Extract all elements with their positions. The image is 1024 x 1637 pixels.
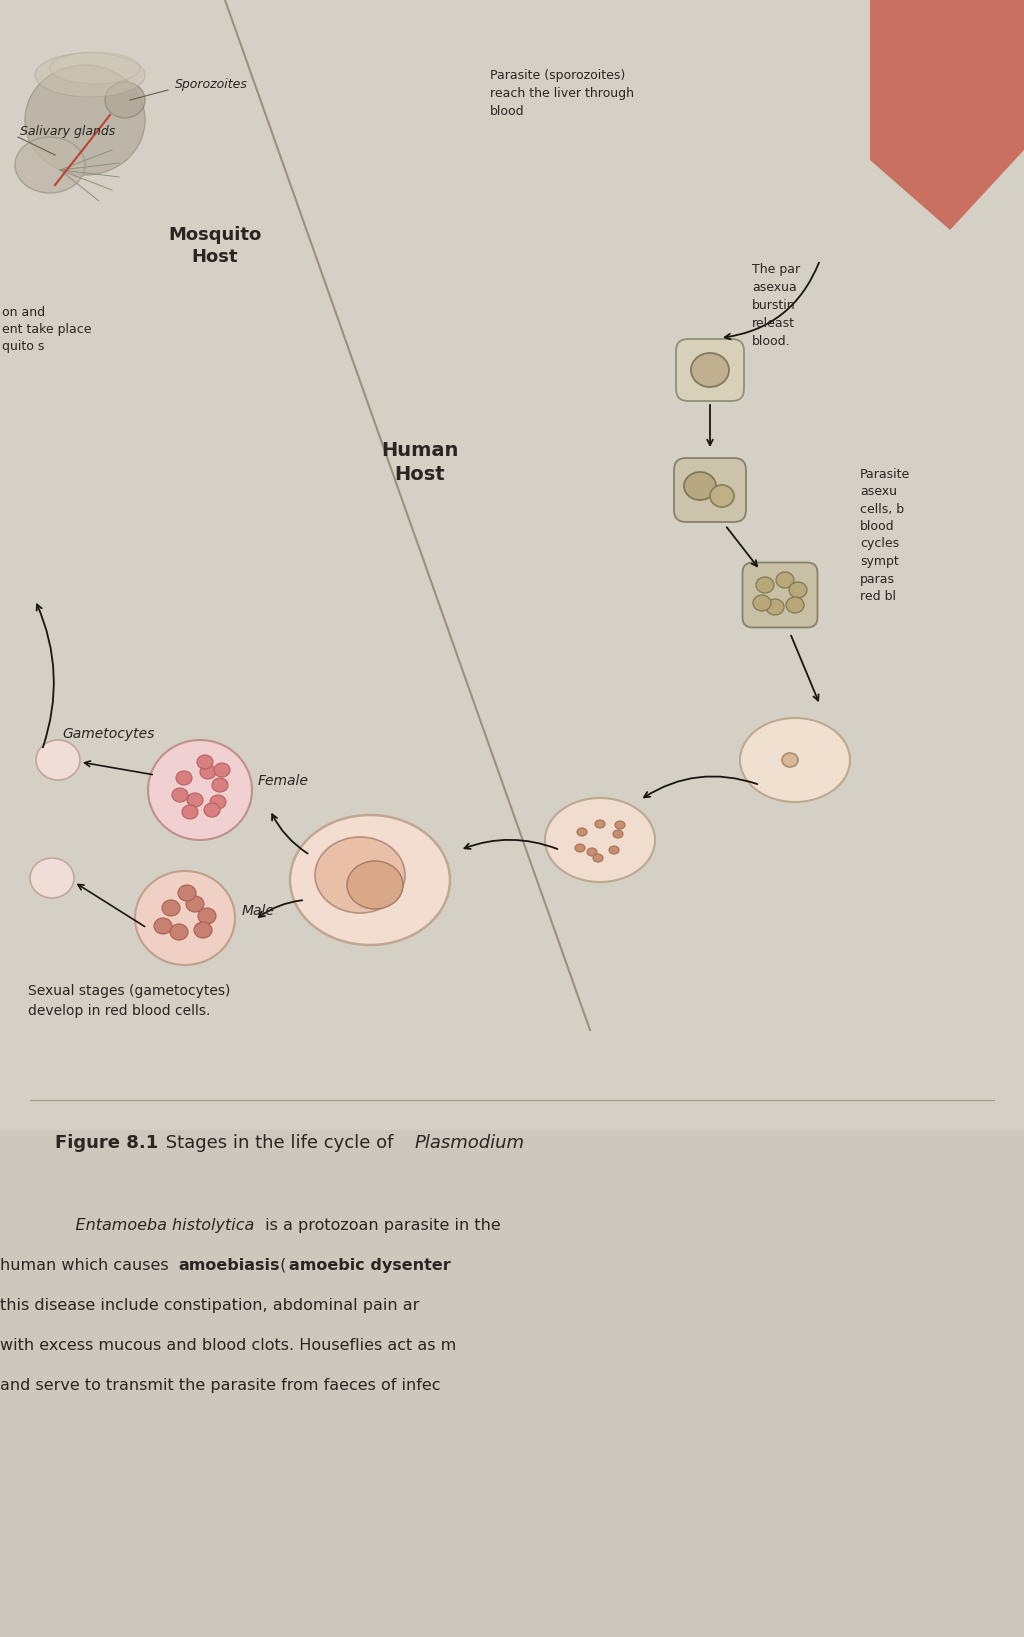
Ellipse shape: [347, 861, 403, 909]
Text: and serve to transmit the parasite from faeces of infec: and serve to transmit the parasite from …: [0, 1378, 440, 1393]
Text: on and
ent take place
quito s: on and ent take place quito s: [2, 306, 91, 354]
Ellipse shape: [187, 792, 203, 807]
Ellipse shape: [684, 471, 716, 499]
Bar: [0, 1130, 1024, 1637]
Text: Parasite (sporozoites)
reach the liver through
blood: Parasite (sporozoites) reach the liver t…: [490, 69, 634, 118]
Text: amoebiasis: amoebiasis: [178, 1257, 280, 1274]
Ellipse shape: [204, 804, 220, 817]
Text: The par
asexua
burstin
releast
blood.: The par asexua burstin releast blood.: [752, 264, 800, 349]
Text: Human
Host: Human Host: [381, 442, 459, 485]
Ellipse shape: [756, 576, 774, 593]
Ellipse shape: [545, 797, 655, 882]
Ellipse shape: [587, 848, 597, 856]
Ellipse shape: [170, 923, 188, 940]
Text: Female: Female: [258, 774, 309, 787]
Ellipse shape: [595, 820, 605, 828]
Ellipse shape: [15, 138, 85, 193]
FancyBboxPatch shape: [742, 563, 817, 627]
Ellipse shape: [782, 753, 798, 768]
Ellipse shape: [194, 922, 212, 938]
Ellipse shape: [182, 805, 198, 818]
Ellipse shape: [35, 52, 145, 97]
Ellipse shape: [790, 583, 807, 598]
FancyBboxPatch shape: [674, 458, 746, 522]
Ellipse shape: [210, 796, 226, 809]
Ellipse shape: [105, 82, 145, 118]
Ellipse shape: [315, 837, 406, 913]
Ellipse shape: [36, 740, 80, 779]
Ellipse shape: [200, 764, 216, 779]
Polygon shape: [870, 0, 1024, 231]
Ellipse shape: [691, 354, 729, 386]
Ellipse shape: [178, 886, 196, 900]
Text: this disease include constipation, abdominal pain ar: this disease include constipation, abdom…: [0, 1298, 420, 1313]
Text: Parasite
asexu
cells, b
blood
cycles
sympt
paras
red bl: Parasite asexu cells, b blood cycles sym…: [860, 468, 910, 602]
Ellipse shape: [30, 858, 74, 899]
Text: with excess mucous and blood clots. Houseflies act as m: with excess mucous and blood clots. Hous…: [0, 1337, 457, 1354]
Text: Gametocytes: Gametocytes: [62, 727, 155, 742]
Ellipse shape: [593, 855, 603, 863]
Ellipse shape: [753, 594, 771, 611]
FancyBboxPatch shape: [676, 339, 744, 401]
Ellipse shape: [186, 895, 204, 912]
Ellipse shape: [577, 828, 587, 837]
Ellipse shape: [172, 787, 188, 802]
Text: Salivary glands: Salivary glands: [20, 124, 116, 138]
Ellipse shape: [212, 778, 228, 792]
Ellipse shape: [154, 918, 172, 935]
Text: Plasmodium: Plasmodium: [415, 1134, 525, 1152]
Text: Mosquito
Host: Mosquito Host: [168, 226, 261, 265]
Ellipse shape: [148, 740, 252, 840]
Ellipse shape: [176, 771, 193, 786]
Text: Figure 8.1: Figure 8.1: [55, 1134, 159, 1152]
Text: amoebic dysenter: amoebic dysenter: [289, 1257, 451, 1274]
Text: Sporozoites: Sporozoites: [175, 79, 248, 92]
Ellipse shape: [609, 846, 618, 855]
Ellipse shape: [786, 598, 804, 612]
Ellipse shape: [214, 763, 230, 778]
Ellipse shape: [740, 719, 850, 802]
Ellipse shape: [613, 830, 623, 838]
Ellipse shape: [162, 900, 180, 917]
Text: Male: Male: [242, 904, 274, 918]
Ellipse shape: [25, 65, 145, 175]
Text: (: (: [275, 1257, 287, 1274]
Ellipse shape: [290, 815, 450, 945]
Ellipse shape: [197, 755, 213, 769]
Text: Entamoeba histolytica: Entamoeba histolytica: [55, 1218, 254, 1233]
Ellipse shape: [575, 845, 585, 851]
Text: is a protozoan parasite in the: is a protozoan parasite in the: [260, 1218, 501, 1233]
Ellipse shape: [135, 871, 234, 964]
Ellipse shape: [776, 571, 794, 588]
Text: Sexual stages (gametocytes)
develop in red blood cells.: Sexual stages (gametocytes) develop in r…: [28, 984, 230, 1018]
Ellipse shape: [766, 599, 784, 616]
Ellipse shape: [198, 909, 216, 923]
Ellipse shape: [50, 52, 140, 83]
Ellipse shape: [710, 485, 734, 507]
Ellipse shape: [615, 822, 625, 828]
Text: human which causes: human which causes: [0, 1257, 174, 1274]
Text: Stages in the life cycle of: Stages in the life cycle of: [160, 1134, 399, 1152]
Bar: [0, 0, 1024, 1130]
